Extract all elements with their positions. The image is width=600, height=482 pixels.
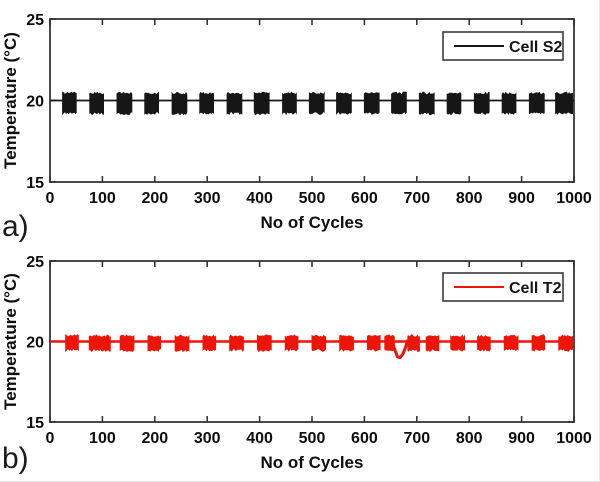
oscillation-burst (425, 335, 440, 352)
oscillation-burst (65, 334, 79, 352)
oscillation-burst (555, 91, 573, 115)
oscillation-burst (253, 91, 270, 116)
oscillation-burst (336, 91, 352, 116)
oscillation-burst (339, 334, 354, 352)
oscillation-burst (308, 91, 325, 115)
y-axis-label: Temperature (°C) (1, 32, 20, 169)
panel-label-a: a) (2, 210, 29, 243)
oscillation-burst (199, 91, 214, 115)
oscillation-burst (363, 92, 380, 115)
oscillation-burst (116, 91, 133, 115)
oscillation-burst (88, 334, 111, 352)
oscillation-burst (473, 91, 490, 115)
oscillation-burst (418, 91, 435, 116)
oscillation-burst (257, 334, 272, 352)
x-tick-label: 200 (141, 190, 168, 207)
oscillation-burst (501, 91, 517, 116)
oscillation-burst (282, 91, 297, 116)
y-axis-label: Temperature (°C) (1, 273, 20, 410)
x-tick-label: 600 (351, 430, 378, 447)
y-tick-label: 25 (26, 12, 44, 29)
x-axis-label: No of Cycles (261, 453, 364, 472)
oscillation-burst (174, 334, 190, 352)
x-tick-label: 800 (456, 430, 483, 447)
y-tick-label: 15 (26, 175, 44, 192)
oscillation-burst (391, 91, 407, 115)
oscillation-burst (144, 91, 159, 115)
oscillation-burst (202, 334, 217, 352)
x-tick-label: 300 (194, 190, 221, 207)
oscillation-burst (367, 334, 381, 352)
oscillation-burst (284, 334, 299, 352)
oscillation-burst (89, 91, 104, 116)
oscillation-burst (384, 334, 395, 351)
x-tick-label: 400 (246, 430, 273, 447)
oscillation-burst (477, 334, 491, 352)
x-tick-label: 700 (403, 430, 430, 447)
oscillation-burst (226, 91, 243, 115)
oscillation-burst (503, 334, 519, 352)
anomaly-dip (390, 339, 410, 360)
panel-a: 0 100 200 300 400 500 600 700 800 900 1000 15 20 25 No… (1, 12, 592, 243)
y-tick-label: 15 (26, 415, 44, 432)
x-tick-label: 300 (194, 430, 221, 447)
chart-cell-t2: 0 100 200 300 400 500 600 700 800 900 1000 15 20 25 No… (1, 254, 592, 472)
oscillation-burst (528, 91, 545, 115)
x-axis-label: No of Cycles (261, 213, 364, 232)
x-tick-label: 500 (299, 190, 326, 207)
x-tick-label: 900 (508, 190, 535, 207)
oscillation-burst (119, 334, 135, 352)
panel-b: 0 100 200 300 400 500 600 700 800 900 1000 15 20 25 No… (0, 241, 599, 481)
oscillation-burst (446, 92, 462, 115)
x-tick-label: 1000 (556, 430, 592, 447)
x-tick-label: 900 (508, 430, 535, 447)
x-tick-label: 600 (351, 190, 378, 207)
x-tick-label: 0 (46, 430, 55, 447)
x-tick-label: 100 (89, 190, 116, 207)
oscillation-burst (229, 334, 244, 352)
x-tick-label: 400 (246, 190, 273, 207)
oscillation-burst (558, 334, 573, 352)
panel-label-b: b) (2, 442, 29, 475)
legend-label: Cell T2 (509, 280, 562, 297)
oscillation-burst (531, 334, 546, 352)
oscillation-burst (407, 334, 420, 352)
y-tick-label: 20 (26, 335, 44, 352)
x-tick-label: 200 (141, 430, 168, 447)
y-tick-label: 25 (26, 254, 44, 271)
legend-label: Cell S2 (509, 39, 562, 56)
x-tick-label: 1000 (556, 190, 592, 207)
y-tick-label: 20 (26, 94, 44, 111)
oscillation-burst (62, 91, 77, 116)
oscillation-burst (147, 334, 162, 352)
x-tick-label: 100 (89, 430, 116, 447)
oscillation-burst (311, 334, 327, 352)
x-tick-label: 0 (46, 190, 55, 207)
x-tick-label: 700 (403, 190, 430, 207)
x-tick-label: 500 (299, 430, 326, 447)
oscillation-burst (171, 91, 188, 116)
x-tick-label: 800 (456, 190, 483, 207)
oscillation-burst (450, 334, 465, 352)
chart-cell-s2: 0 100 200 300 400 500 600 700 800 900 1000 15 20 25 No… (1, 12, 592, 232)
